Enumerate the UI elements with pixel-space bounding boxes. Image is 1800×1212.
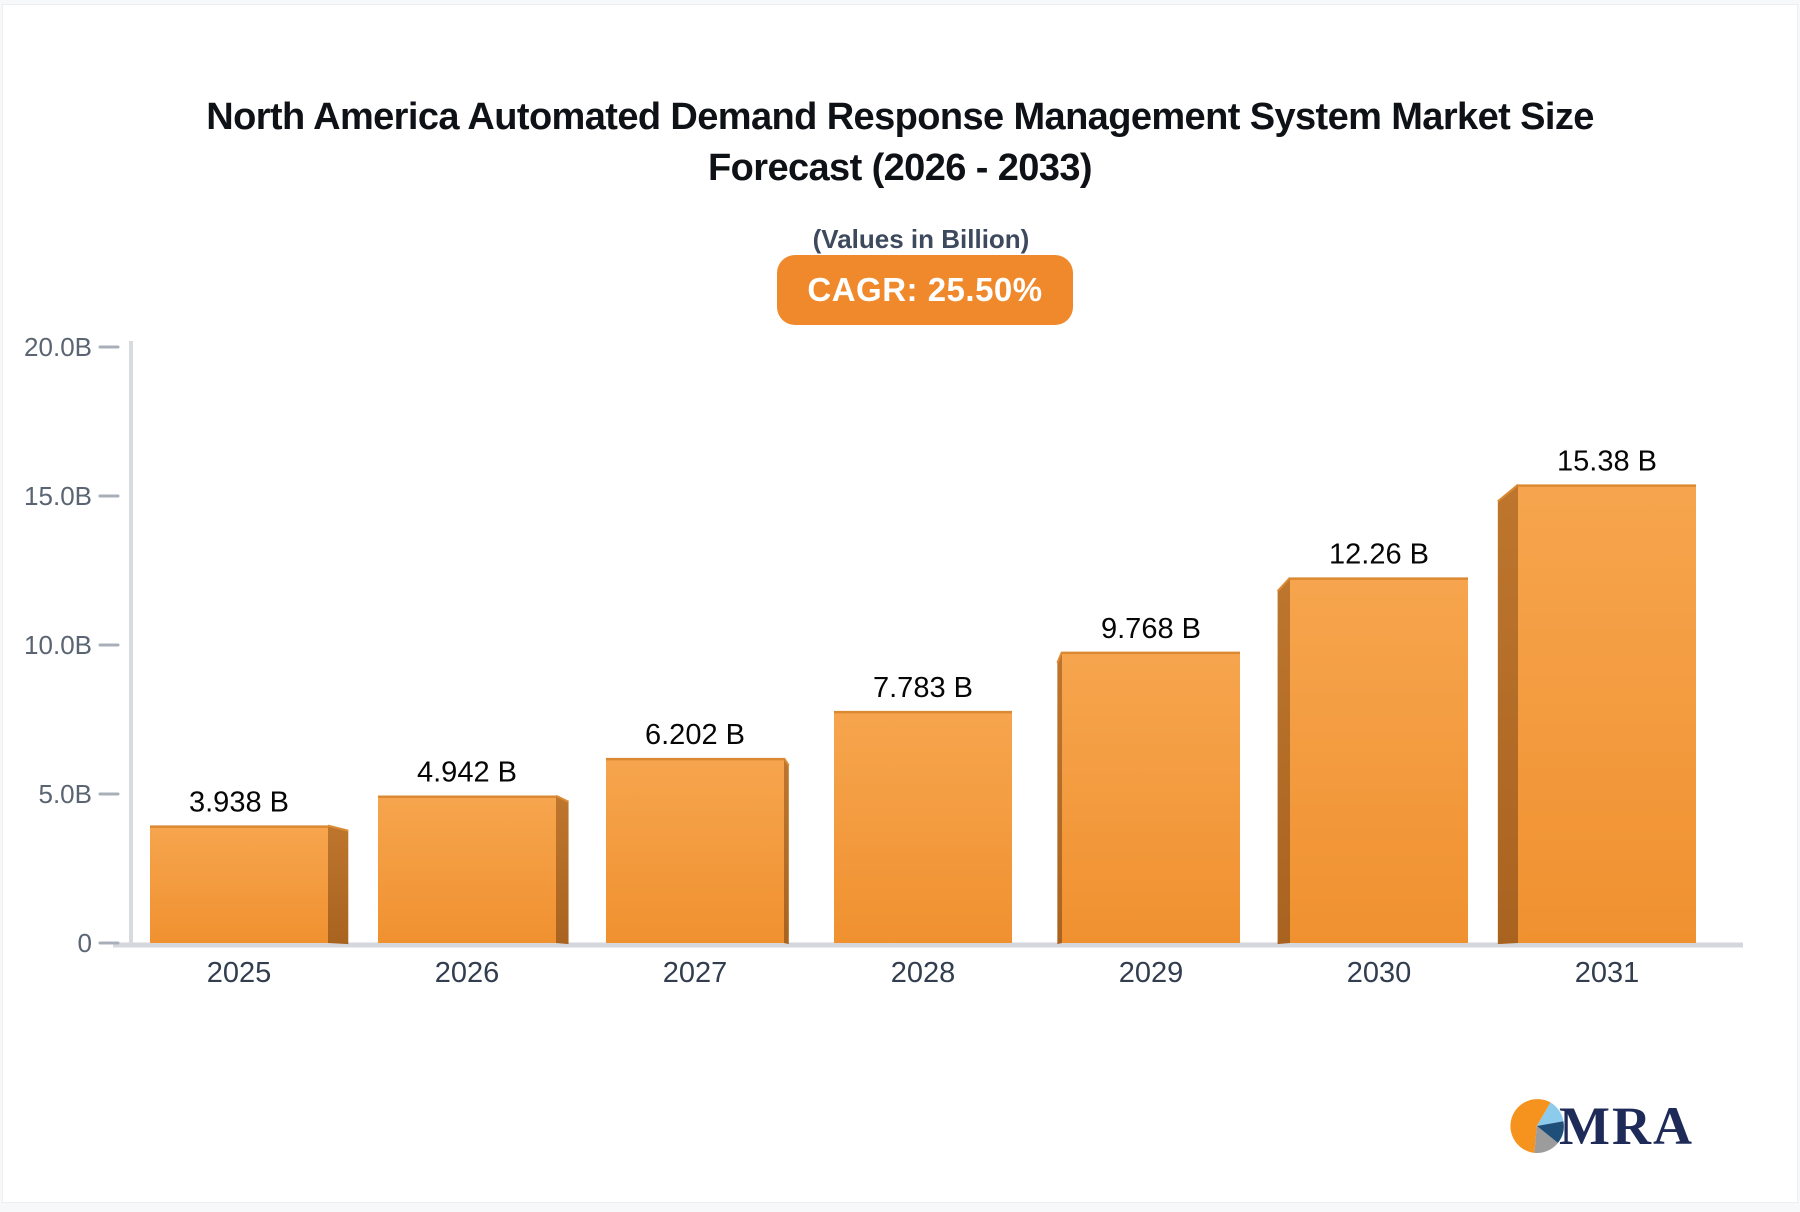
bar-value-label: 15.38 B [1557,446,1657,478]
bar-value-label: 7.783 B [873,672,973,704]
x-axis-label: 2026 [435,957,500,989]
bar-2028: 7.783 B 2028 [834,672,1012,989]
cagr-badge-label: CAGR: 25.50% [807,271,1043,308]
y-axis-label: 5.0B [39,779,93,809]
bar-value-label: 4.942 B [417,757,517,789]
chart-title-line2: Forecast (2026 - 2033) [708,147,1093,189]
bar-value-label: 3.938 B [189,787,289,819]
bar-top-edge-slant [1276,576,1291,592]
bar-2031: 15.38 B 2031 [1497,446,1696,989]
bar-top-edge-slant [555,794,569,803]
bar-side-face [328,825,349,945]
bar-side-face [1277,577,1290,945]
bar-2030: 12.26 B 2030 [1276,539,1468,989]
bar-front-face [606,758,784,943]
bar-side-face [784,758,789,945]
y-axis-label: 10.0B [24,630,92,660]
y-axis-label: 15.0B [24,481,92,511]
y-axis-label: 0 [78,928,92,958]
bar-front-face [1518,484,1696,943]
x-axis-label: 2029 [1119,957,1184,989]
bar-front-face [1062,651,1240,943]
x-axis-label: 2031 [1575,957,1640,989]
bar-top-edge-slant [1056,651,1063,664]
bar-front-face [1290,577,1468,943]
bar-top-edge-slant [327,824,349,832]
mra-logo-pie-icon [1510,1099,1564,1154]
bar-2025: 3.938 B 2025 [150,787,349,989]
bar-front-face [150,825,328,943]
bar-2029: 9.768 B 2029 [1056,613,1240,989]
bar-top-edge-slant [1497,483,1519,503]
chart-title-line1: North America Automated Demand Response … [206,96,1594,138]
bar-2026: 4.942 B 2026 [378,757,569,989]
x-axis-label: 2028 [891,957,956,989]
mra-logo-text: MRA [1559,1096,1694,1156]
bar-value-label: 12.26 B [1329,539,1429,571]
y-axis-label: 20.0B [24,332,92,362]
bar-top-edge-slant [783,757,790,767]
cagr-badge: CAGR: 25.50% [777,255,1073,325]
bar-front-face [834,711,1012,943]
bar-value-label: 9.768 B [1101,613,1201,645]
bar-side-face [1497,484,1518,945]
bar-side-face [556,795,569,945]
mra-logo: MRA [1503,1093,1713,1159]
x-axis-label: 2027 [663,957,728,989]
x-axis-label: 2025 [207,957,272,989]
x-axis-label: 2030 [1347,957,1412,989]
bar-side-face [1057,651,1062,945]
bar-2027: 6.202 B 2027 [606,719,790,989]
bar-value-label: 6.202 B [645,719,745,751]
chart-subtitle: (Values in Billion) [812,224,1030,254]
bar-front-face [378,795,556,943]
